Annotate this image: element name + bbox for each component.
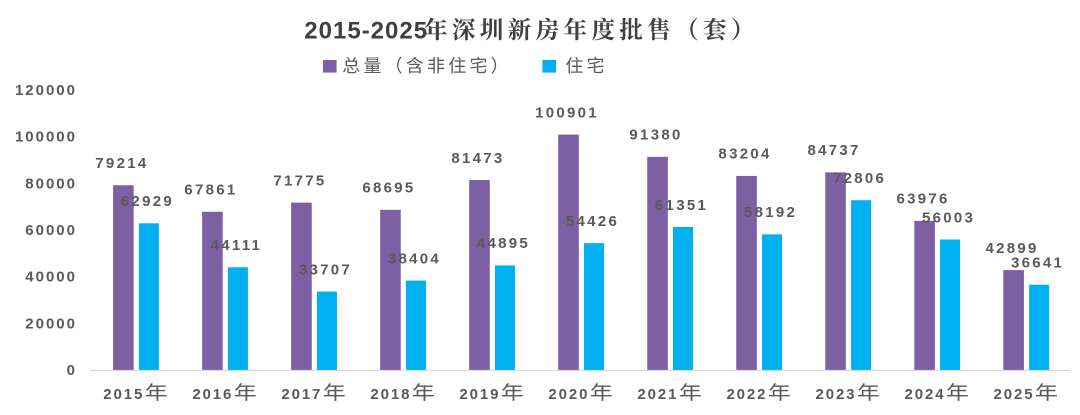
svg-text:2018: 2018	[370, 386, 411, 403]
svg-text:72806: 72806	[833, 170, 886, 187]
svg-text:81473: 81473	[451, 150, 504, 167]
svg-text:83204: 83204	[718, 146, 771, 163]
svg-text:71775: 71775	[273, 172, 326, 189]
svg-text:2024: 2024	[904, 386, 945, 403]
svg-text:79214: 79214	[95, 155, 148, 172]
svg-text:54426: 54426	[566, 213, 619, 230]
svg-text:2021: 2021	[637, 386, 678, 403]
svg-text:120000: 120000	[15, 82, 77, 99]
svg-text:2017: 2017	[281, 386, 322, 403]
svg-text:80000: 80000	[25, 175, 77, 192]
svg-text:2023: 2023	[815, 386, 856, 403]
svg-text:100901: 100901	[535, 104, 599, 121]
svg-text:58192: 58192	[744, 204, 797, 221]
svg-text:33707: 33707	[299, 261, 352, 278]
svg-text:63976: 63976	[896, 191, 949, 208]
svg-text:84737: 84737	[807, 142, 860, 159]
svg-text:62929: 62929	[121, 193, 174, 210]
svg-text:2025: 2025	[994, 386, 1035, 403]
svg-text:38404: 38404	[388, 250, 441, 267]
svg-text:2022: 2022	[726, 386, 767, 403]
svg-text:60000: 60000	[25, 222, 77, 239]
svg-text:61351: 61351	[655, 197, 708, 214]
svg-text:0: 0	[67, 362, 77, 379]
svg-text:20000: 20000	[25, 315, 77, 332]
svg-text:67861: 67861	[184, 182, 237, 199]
svg-text:2016: 2016	[192, 386, 233, 403]
svg-text:44111: 44111	[211, 237, 263, 254]
svg-text:68695: 68695	[362, 180, 415, 197]
svg-text:56003: 56003	[922, 209, 975, 226]
svg-text:91380: 91380	[629, 127, 682, 144]
svg-text:42899: 42899	[985, 240, 1038, 257]
svg-text:2015: 2015	[103, 386, 144, 403]
svg-text:36641: 36641	[1011, 255, 1064, 272]
svg-text:2015-2025: 2015-2025	[304, 18, 428, 45]
svg-text:44895: 44895	[477, 235, 530, 252]
svg-text:2020: 2020	[548, 386, 589, 403]
svg-text:100000: 100000	[15, 129, 77, 146]
svg-text:40000: 40000	[25, 269, 77, 286]
svg-text:2019: 2019	[459, 386, 500, 403]
